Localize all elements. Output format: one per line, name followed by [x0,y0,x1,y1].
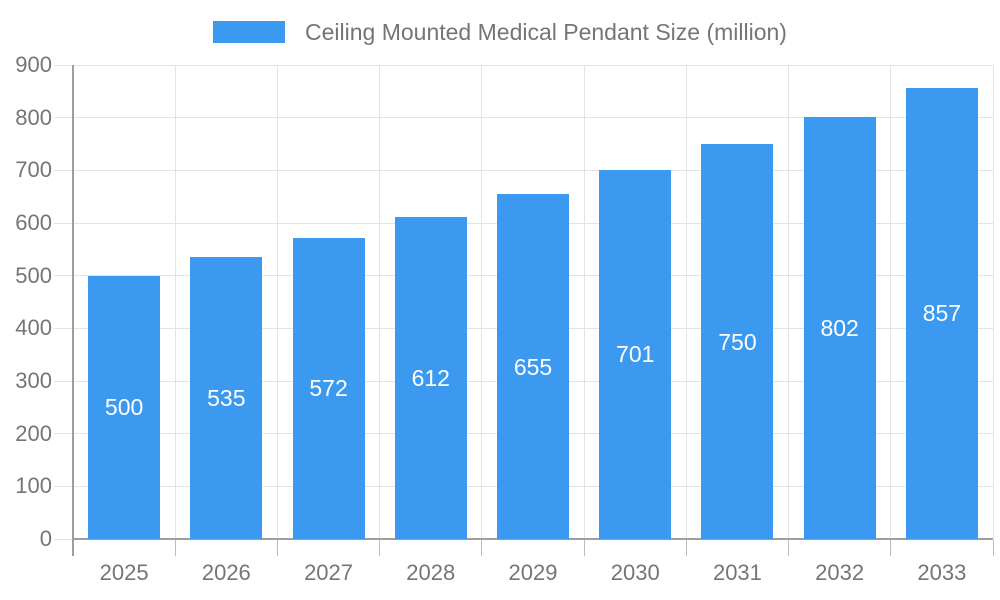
bar-2033 [905,87,978,539]
bar-2032 [803,116,876,539]
gridline-vertical [788,65,790,539]
bar-2027 [292,237,365,539]
bar-value-label: 500 [104,394,144,421]
y-axis-tick-label: 700 [15,157,52,183]
y-axis-tick-label: 900 [15,52,52,77]
chart-title: Ceiling Mounted Medical Pendant Size (mi… [305,18,787,45]
x-axis-category-label: 2027 [304,560,354,585]
gridline-vertical [583,65,585,539]
x-axis-category-label: 2028 [406,560,456,585]
x-axis-category-label: 2032 [815,560,865,585]
gridline-vertical [685,65,687,539]
y-axis-tick-label: 600 [15,210,52,235]
bar-2028 [394,216,467,539]
gridline-vertical [481,65,483,539]
gridline-vertical [276,65,278,539]
x-axis-tick [379,540,381,556]
gridline-vertical [174,65,176,539]
x-axis-category-label: 2030 [610,560,660,585]
bar-value-label: 857 [922,300,962,327]
bar-value-label: 612 [411,364,450,391]
gridline-vertical [992,65,994,539]
x-axis-tick [583,540,585,556]
bar-value-label: 750 [718,328,757,355]
x-axis-tick [685,540,687,556]
x-axis-category-label: 2026 [201,560,251,585]
bar-value-label: 535 [207,385,246,412]
y-axis-tick-label: 400 [15,315,52,341]
x-axis-category-label: 2029 [508,560,558,585]
x-axis-category-label: 2025 [99,560,149,585]
gridline-horizontal [54,169,993,171]
gridline-horizontal [54,117,993,119]
x-axis-tick [992,540,994,556]
gridline-horizontal [54,64,993,66]
x-axis-category-label: 2033 [917,560,967,585]
bar-2031 [701,144,774,539]
y-axis-tick-label: 800 [15,104,52,130]
bar-2030 [599,169,672,539]
gridline-vertical [379,65,381,539]
x-axis-tick [481,540,483,556]
bar-value-label: 572 [309,375,348,402]
bar-value-label: 655 [513,353,553,380]
x-axis-tick [890,540,892,556]
y-axis-tick-label: 0 [39,526,52,551]
bar-2026 [190,257,263,539]
y-axis-tick-label: 100 [15,473,52,499]
x-axis-tick [276,540,278,556]
x-axis-tick [788,540,790,556]
y-axis-tick-label: 500 [15,262,52,288]
y-axis-line [72,65,74,556]
bar-2025 [88,275,161,539]
y-axis-tick-label: 300 [15,368,52,393]
gridline-vertical [890,65,892,539]
y-axis-tick-label: 200 [15,420,52,446]
legend: Ceiling Mounted Medical Pendant Size (mi… [0,14,1000,50]
bar-value-label: 802 [820,314,859,341]
x-axis-tick [174,540,176,556]
bar-value-label: 701 [616,341,655,368]
legend-swatch-icon [213,21,286,43]
bar-2029 [497,194,569,539]
x-axis-category-label: 2031 [712,560,762,585]
x-axis-line [72,538,993,540]
